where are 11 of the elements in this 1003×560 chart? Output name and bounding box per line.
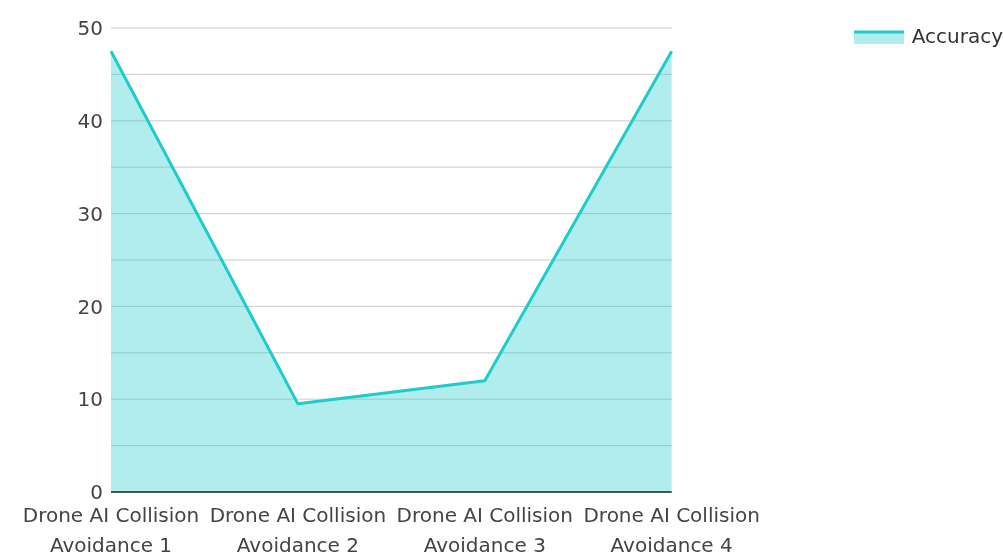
y-tick-label: 40 [77, 108, 103, 133]
y-tick-label: 20 [77, 294, 103, 319]
y-tick-label: 30 [77, 201, 103, 226]
x-tick-label: Drone AI Collision Avoidance 1 [22, 503, 200, 557]
x-tick-label: Drone AI Collision Avoidance 2 [209, 503, 387, 557]
y-tick-label: 50 [77, 16, 103, 41]
y-tick-label: 10 [77, 387, 103, 412]
x-tick-label: Drone AI Collision Avoidance 4 [583, 503, 760, 557]
x-tick-label: Drone AI Collision Avoidance 3 [396, 503, 574, 557]
y-tick-label: 0 [90, 480, 103, 505]
legend-label: Accuracy [911, 24, 1003, 48]
